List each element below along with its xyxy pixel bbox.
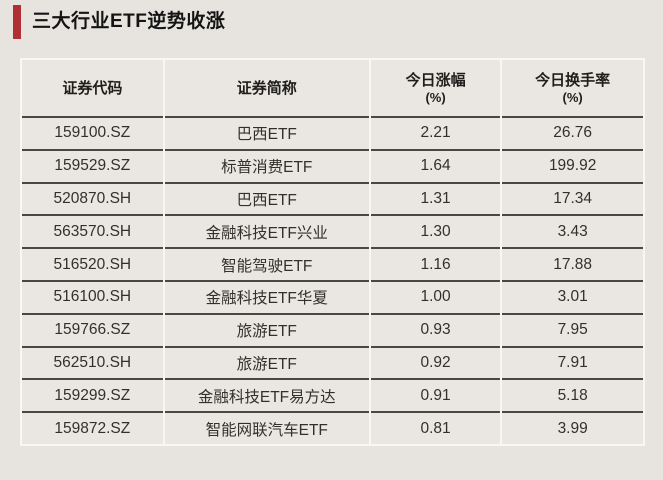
cell-code: 520870.SH: [20, 182, 165, 216]
column-header-code: 证券代码: [20, 59, 165, 117]
cell-change: 0.93: [368, 313, 503, 347]
table-row: 159529.SZ 标普消费ETF 1.64 199.92: [20, 149, 645, 183]
cell-code: 159766.SZ: [20, 313, 165, 347]
cell-code: 159100.SZ: [20, 117, 165, 150]
cell-change: 1.00: [368, 280, 503, 314]
cell-turnover: 17.88: [500, 248, 645, 281]
cell-name: 智能驾驶ETF: [162, 248, 371, 281]
title-bar: 三大行业ETF逆势收涨: [13, 5, 225, 39]
column-header-label: 今日换手率: [535, 72, 611, 89]
table-row: 159100.SZ 巴西ETF 2.21 26.76: [20, 117, 645, 150]
table-row: 520870.SH 巴西ETF 1.31 17.34: [20, 182, 645, 216]
cell-turnover: 3.99: [500, 412, 645, 445]
table-row: 563570.SH 金融科技ETF兴业 1.30 3.43: [20, 215, 645, 249]
column-header-name: 证券简称: [162, 59, 371, 117]
cell-name: 金融科技ETF兴业: [162, 215, 371, 249]
header-row: 证券代码 证券简称 今日涨幅 (%) 今日换手率 (%): [20, 59, 645, 117]
cell-change: 1.64: [368, 149, 503, 183]
table-row: 516520.SH 智能驾驶ETF 1.16 17.88: [20, 248, 645, 281]
cell-change: 1.30: [368, 215, 503, 249]
cell-code: 562510.SH: [20, 346, 165, 380]
cell-code: 563570.SH: [20, 215, 165, 249]
cell-change: 1.16: [368, 248, 503, 281]
cell-turnover: 17.34: [500, 182, 645, 216]
cell-name: 旅游ETF: [162, 313, 371, 347]
cell-code: 516520.SH: [20, 248, 165, 281]
cell-code: 159299.SZ: [20, 379, 165, 413]
table-row: 159766.SZ 旅游ETF 0.93 7.95: [20, 313, 645, 347]
etf-table: 证券代码 证券简称 今日涨幅 (%) 今日换手率 (%) 159100.SZ 巴西ETF 2.…: [20, 58, 645, 446]
cell-name: 金融科技ETF华夏: [162, 280, 371, 314]
cell-turnover: 26.76: [500, 117, 645, 150]
cell-name: 旅游ETF: [162, 346, 371, 380]
cell-turnover: 199.92: [500, 149, 645, 183]
cell-name: 巴西ETF: [162, 117, 371, 150]
column-header-label: 证券简称: [236, 79, 297, 97]
table-row: 159299.SZ 金融科技ETF易方达 0.91 5.18: [20, 379, 645, 413]
column-header-label: 证券代码: [62, 79, 123, 97]
cell-change: 0.92: [368, 346, 503, 380]
cell-change: 0.91: [368, 379, 503, 413]
column-header-unit: (%): [425, 90, 446, 105]
cell-turnover: 3.43: [500, 215, 645, 249]
cell-turnover: 5.18: [500, 379, 645, 413]
cell-change: 1.31: [368, 182, 503, 216]
table-body: 159100.SZ 巴西ETF 2.21 26.76 159529.SZ 标普消费ETF 1…: [20, 117, 645, 445]
cell-code: 516100.SH: [20, 280, 165, 314]
page-title: 三大行业ETF逆势收涨: [32, 11, 226, 32]
cell-turnover: 3.01: [500, 280, 645, 314]
cell-turnover: 7.91: [500, 346, 645, 380]
cell-name: 巴西ETF: [162, 182, 371, 216]
cell-name: 标普消费ETF: [162, 149, 371, 183]
table-row: 516100.SH 金融科技ETF华夏 1.00 3.01: [20, 280, 645, 314]
cell-change: 0.81: [368, 412, 503, 445]
cell-name: 金融科技ETF易方达: [162, 379, 371, 413]
cell-code: 159872.SZ: [20, 412, 165, 445]
cell-change: 2.21: [368, 117, 503, 150]
cell-turnover: 7.95: [500, 313, 645, 347]
cell-name: 智能网联汽车ETF: [162, 412, 371, 445]
column-header-change: 今日涨幅 (%): [368, 59, 503, 117]
title-accent-bar-icon: [13, 5, 21, 39]
table-row: 562510.SH 旅游ETF 0.92 7.91: [20, 346, 645, 380]
cell-code: 159529.SZ: [20, 149, 165, 183]
column-header-turnover: 今日换手率 (%): [500, 59, 645, 117]
table-row: 159872.SZ 智能网联汽车ETF 0.81 3.99: [20, 412, 645, 445]
etf-table-container: 证券代码 证券简称 今日涨幅 (%) 今日换手率 (%) 159100.SZ 巴西ETF 2.…: [20, 58, 645, 446]
column-header-unit: (%): [562, 90, 583, 105]
column-header-label: 今日涨幅: [405, 72, 466, 89]
